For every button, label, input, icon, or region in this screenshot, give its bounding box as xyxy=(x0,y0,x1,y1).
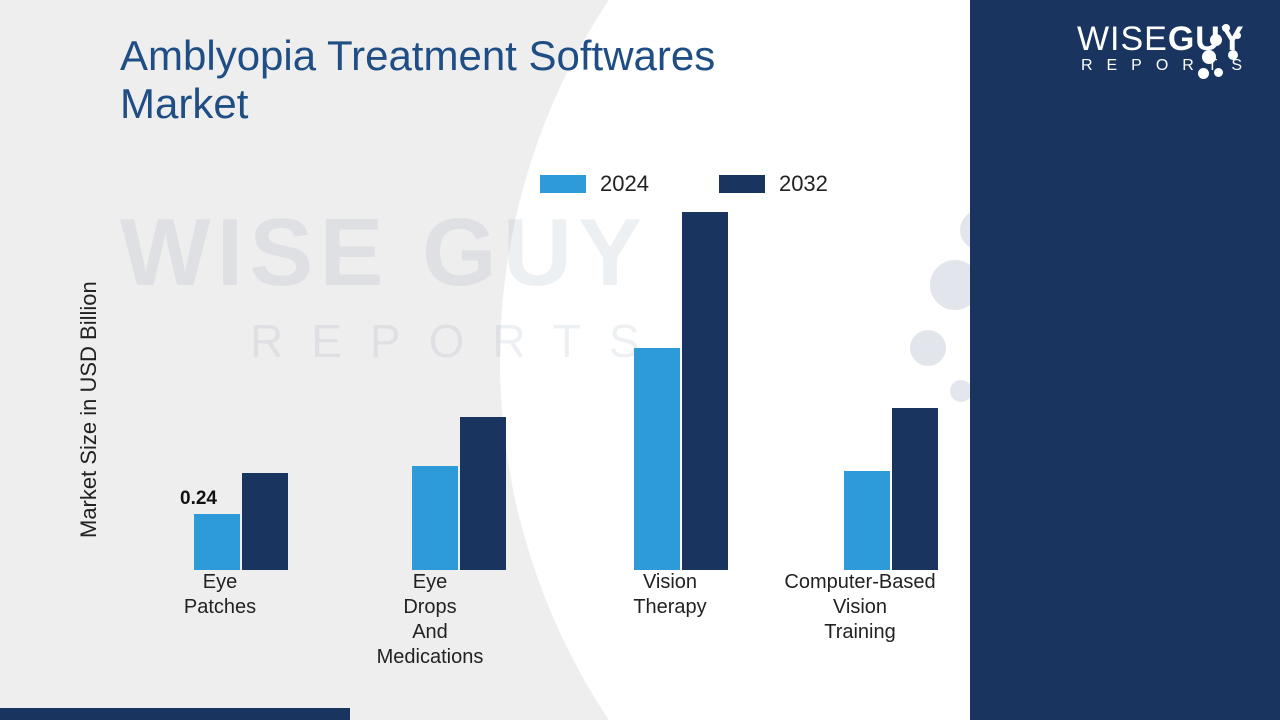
bar-2032 xyxy=(460,417,506,570)
y-axis-label: Market Size in USD Billion xyxy=(76,230,100,590)
bar-2024 xyxy=(634,348,680,570)
bar-chart: Market Size in USD Billion 0.24 EyePatch… xyxy=(100,190,1000,660)
bar-2032 xyxy=(682,212,728,570)
x-axis-category-label: EyePatches xyxy=(120,570,320,620)
x-axis-category-label: EyeDropsAndMedications xyxy=(330,570,530,670)
x-axis-category-label: Computer-BasedVisionTraining xyxy=(760,570,960,645)
bar-2024 xyxy=(844,471,890,570)
plot-area: 0.24 xyxy=(144,200,1000,570)
bottom-accent-bar xyxy=(0,708,350,720)
brand-logo: WISEGUY REPORTS xyxy=(1077,20,1256,75)
x-axis-category-label: VisionTherapy xyxy=(570,570,770,620)
logo-word-wise: WISE xyxy=(1077,20,1168,58)
infographic-stage: WISE GUY REPORTS Amblyopia Treatment Sof… xyxy=(0,0,1280,720)
chart-title: Amblyopia Treatment Softwares Market xyxy=(120,32,840,129)
brand-head-icon xyxy=(1192,20,1262,90)
bar-2032 xyxy=(242,473,288,570)
bar-value-label: 0.24 xyxy=(180,488,217,510)
bar-2032 xyxy=(892,408,938,570)
bar-2024 xyxy=(412,466,458,570)
bar-2024 xyxy=(194,514,240,570)
